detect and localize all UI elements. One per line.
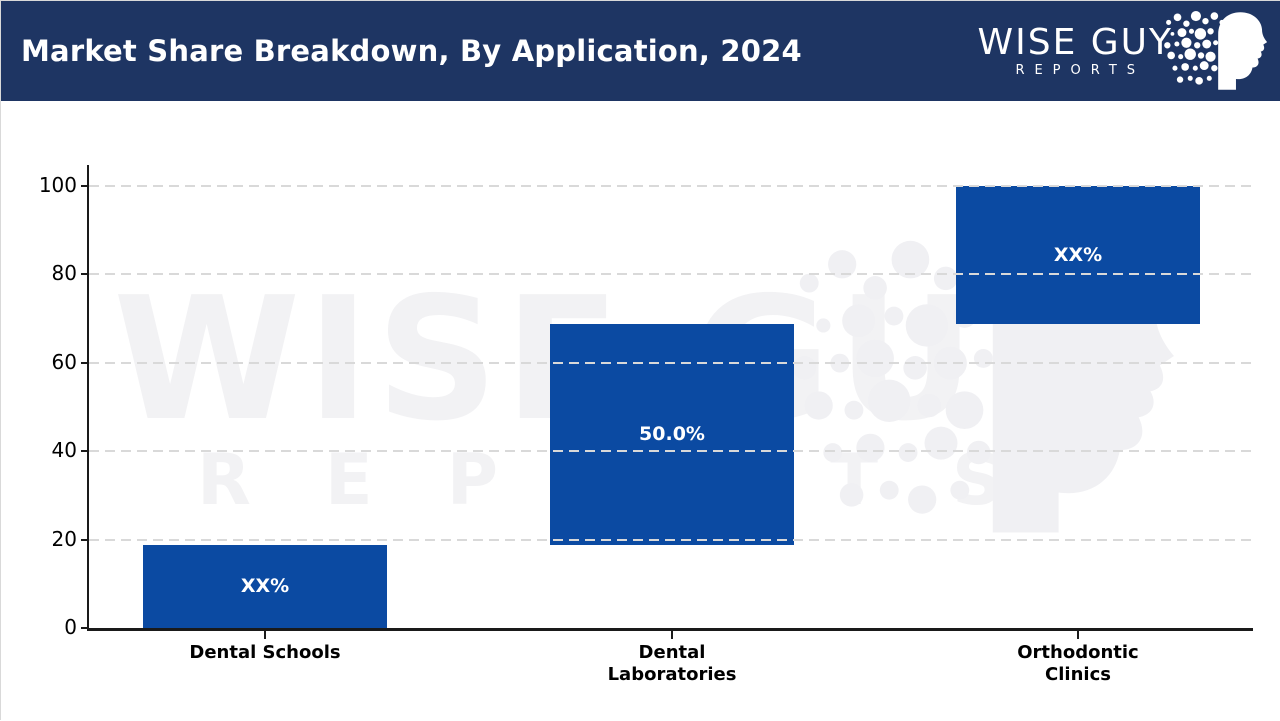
gridline-80 [89,273,1253,275]
x-tick-mark [671,631,673,639]
y-tick-mark-0 [81,627,89,629]
logo-wordmark: WISE GUY [977,21,1173,63]
bar-dental-laboratories: 50.0% [550,323,794,545]
dotted-face-logo-icon [1164,10,1268,90]
y-tick-mark-40 [81,450,89,452]
gridline-100 [89,184,1253,187]
x-axis-line [87,628,1253,631]
plot-area: XX% 50.0% XX% 0 20 40 60 80 100 Dental Schools Den… [1,101,1280,721]
category-label-orthodontic-clinics: Orthodontic Clinics [1017,642,1139,685]
wise-guy-reports-logo: WISE GUY REPORTS [978,1,1270,101]
logo-subtitle: REPORTS [1015,63,1146,79]
y-tick-mark-80 [81,273,89,275]
gridline-40 [89,450,1253,452]
category-label-dental-laboratories: Dental Laboratories [607,642,737,685]
y-tick-label-0: 0 [64,615,77,639]
y-axis-line [87,165,89,631]
y-tick-mark-60 [81,361,89,364]
bar-orthodontic-clinics: XX% [956,186,1200,324]
y-tick-mark-100 [81,184,89,187]
gridline-20 [89,538,1253,541]
y-tick-label-60: 60 [51,349,77,374]
logo-text: WISE GUY REPORTS [977,21,1174,79]
gridline-60 [89,361,1253,364]
y-tick-label-80: 80 [51,261,77,285]
bar-value-label: XX% [240,575,290,598]
y-tick-label-20: 20 [51,526,77,551]
header-bar: Market Share Breakdown, By Application, … [1,1,1280,101]
category-label-dental-schools: Dental Schools [189,642,341,663]
x-tick-mark [1077,631,1079,639]
bar-dental-schools: XX% [143,544,387,628]
bar-value-label: 50.0% [639,423,705,446]
chart-title: Market Share Breakdown, By Application, … [21,34,802,68]
bar-value-label: XX% [1053,243,1103,266]
y-tick-label-100: 100 [38,172,77,197]
y-tick-label-40: 40 [51,438,77,462]
x-tick-mark [264,631,266,639]
y-tick-mark-20 [81,538,89,541]
